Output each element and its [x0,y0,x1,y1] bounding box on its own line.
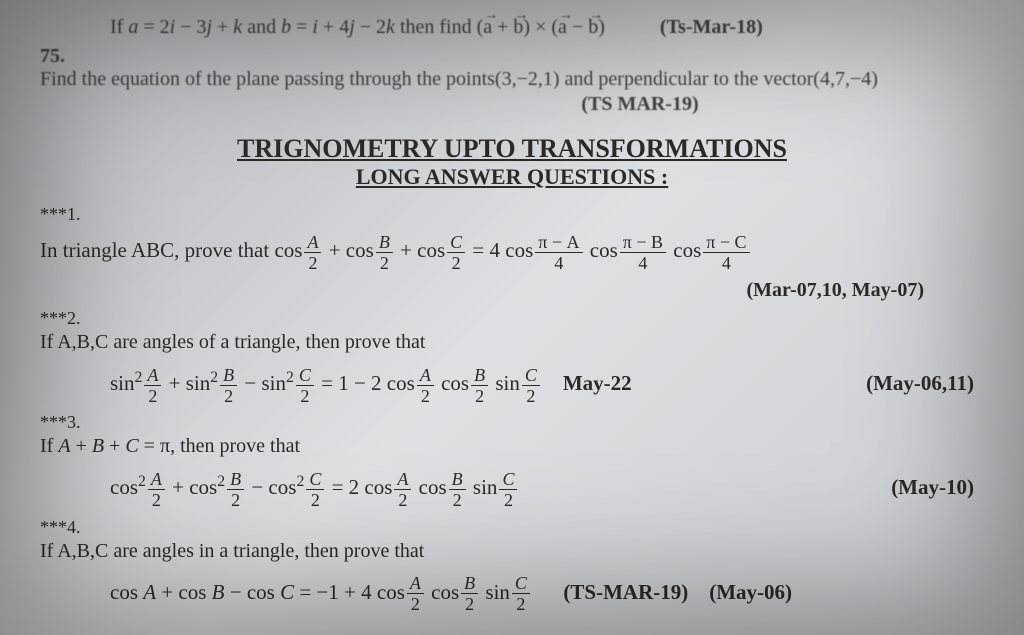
q4-tag1: (TS-MAR-19) [563,580,688,604]
q3-line: ***3. If A + B + C = π, then prove that [40,412,984,458]
q1-line: ***1. In triangle ABC, prove that cosA2 … [40,204,984,273]
q1-stars: ***1. [40,204,110,225]
section-title: TRIGNOMETRY UPTO TRANSFORMATIONS [40,134,984,164]
q74-line: If a = 2i − 3j + k and b = i + 4j − 2k t… [110,16,984,39]
q74-tag: (Ts-Mar-18) [660,16,763,38]
q4-line: ***4. If A,B,C are angles in a triangle,… [40,517,984,563]
q2-stars: ***2. [40,308,110,329]
q4-eq: cos A + cos B − cos C = −1 + 4 cosA2 cos… [110,569,984,615]
q4-lead: If A,B,C are angles in a triangle, then … [40,540,424,562]
q3-eq: cos2A2 + cos2B2 − cos2C2 = 2 cosA2 cosB2… [110,464,984,510]
q1-tag: (Mar-07,10, May-07) [746,279,924,301]
q2-mid: May-22 [563,371,632,395]
q1-lead: In triangle ABC, prove that [40,238,274,262]
q75-tag: (TS MAR-19) [360,93,920,116]
q2-eq: sin2A2 + sin2B2 − sin2C2 = 1 − 2 cosA2 c… [110,360,984,406]
section-subtitle: LONG ANSWER QUESTIONS : [40,164,984,190]
q3-tag: (May-10) [891,464,974,510]
q4-tag2: (May-06) [709,580,792,604]
q2-line: ***2. If A,B,C are angles of a triangle,… [40,308,984,354]
q4-stars: ***4. [40,517,110,538]
q2-tag: (May-06,11) [866,360,974,406]
q2-lead: If A,B,C are angles of a triangle, then … [40,331,425,353]
q75-num: 75. [40,45,110,68]
q1-tag-line: (Mar-07,10, May-07) [40,279,984,302]
q75-line: 75. Find the equation of the plane passi… [40,45,984,116]
q3-stars: ***3. [40,412,110,433]
